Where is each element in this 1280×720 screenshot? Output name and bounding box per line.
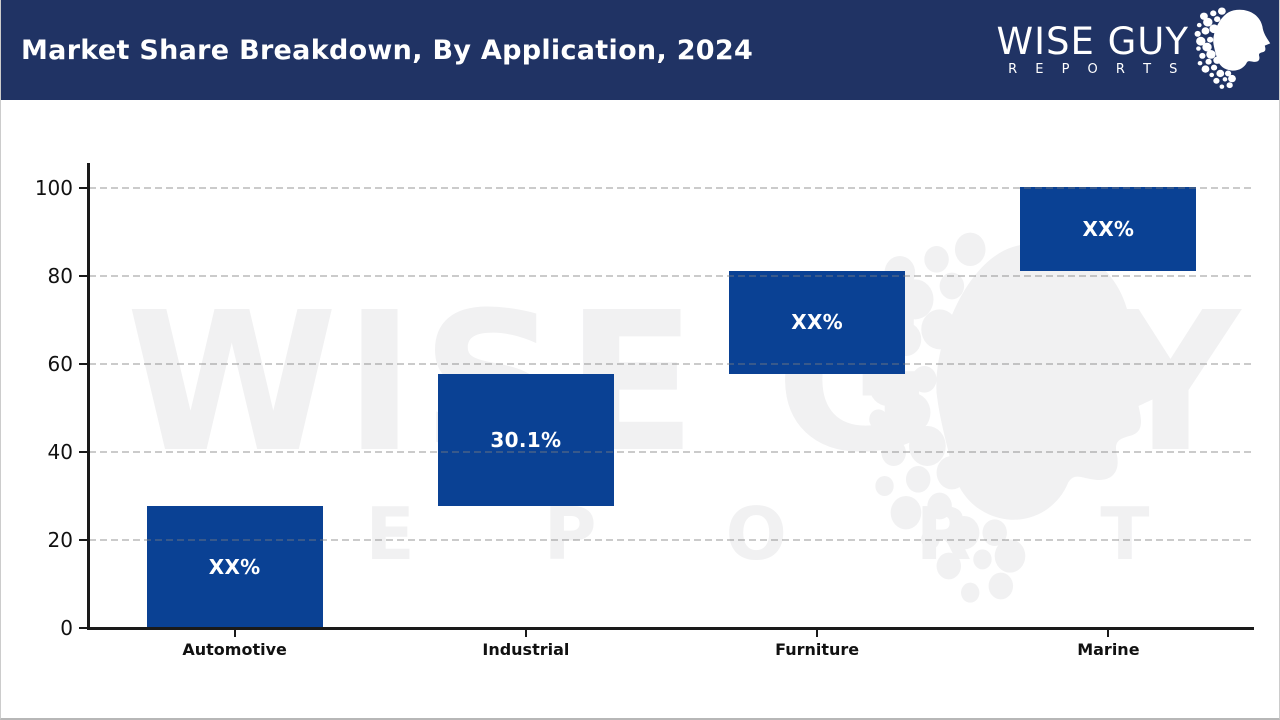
y-tick-label-20: 20 [47,528,73,552]
category-label-furniture: Furniture [775,640,860,659]
bar-value-label: 30.1% [490,427,562,452]
gridline-80 [89,275,1254,277]
bar-value-label: XX% [208,554,261,579]
bar-value-label: XX% [1082,216,1135,241]
wiseguy-head-icon [1194,7,1271,89]
bar-marine: XX% [1020,187,1197,271]
x-tick-mark-automotive [233,630,236,637]
y-tick-label-40: 40 [47,440,73,464]
y-tick-mark-80 [79,275,87,277]
x-tick-mark-marine [1107,630,1110,637]
x-axis-line [87,627,1254,630]
category-label-marine: Marine [1077,640,1140,659]
y-tick-mark-40 [79,451,87,453]
y-tick-mark-100 [79,187,87,189]
bar-value-label: XX% [791,310,844,335]
y-tick-label-100: 100 [34,176,73,200]
wiseguy-logo: WISE GUY R E P O R T S [997,6,1271,94]
y-tick-mark-20 [79,539,87,541]
gridline-100 [89,187,1254,189]
watermark-head-icon [863,232,1160,603]
category-label-industrial: Industrial [482,640,570,659]
bar-furniture: XX% [729,270,906,374]
y-tick-label-0: 0 [60,616,73,640]
bar-industrial: 30.1% [437,373,614,506]
gridline-60 [89,363,1254,365]
x-tick-mark-furniture [816,630,819,637]
gridline-40 [89,451,1254,453]
bar-automotive: XX% [146,506,323,627]
y-tick-label-80: 80 [47,264,73,288]
y-tick-mark-60 [79,363,87,365]
gridline-20 [89,539,1254,541]
page-title: Market Share Breakdown, By Application, … [21,34,754,66]
category-label-automotive: Automotive [182,640,287,659]
header-band: Market Share Breakdown, By Application, … [1,0,1279,100]
y-tick-label-60: 60 [47,352,73,376]
logo-tagline: R E P O R T S [1008,62,1185,78]
logo-name: WISE GUY [996,19,1189,63]
logo-text: WISE GUY R E P O R T S [996,19,1189,78]
y-axis-line [87,163,90,630]
y-tick-mark-0 [79,627,87,629]
x-tick-mark-industrial [524,630,527,637]
